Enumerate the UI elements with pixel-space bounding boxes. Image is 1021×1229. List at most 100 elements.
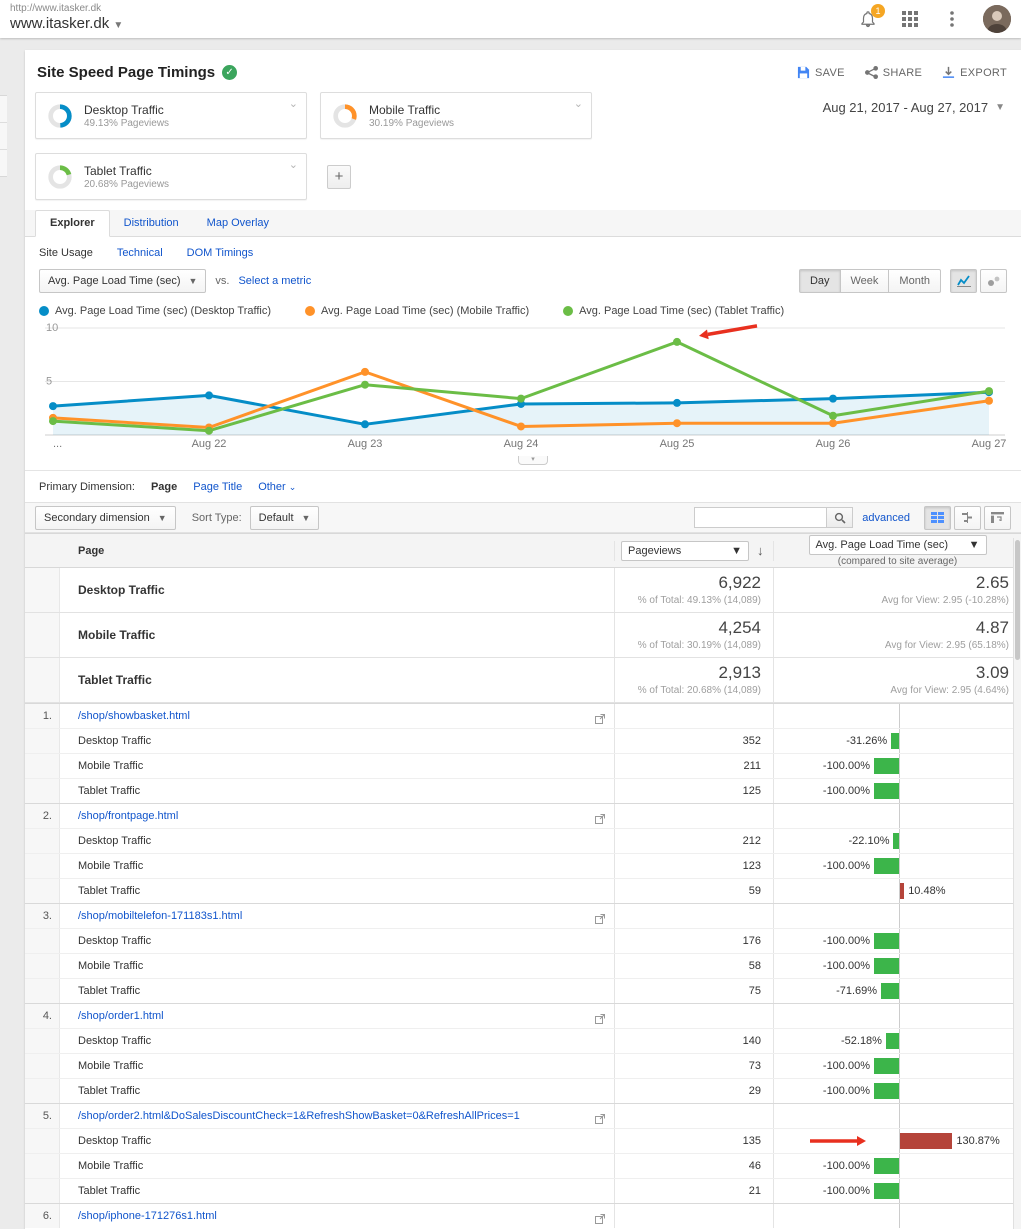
open-in-new-icon[interactable] [595, 911, 606, 929]
report-tabs: Explorer Distribution Map Overlay [25, 210, 1021, 237]
notification-badge: 1 [871, 4, 885, 18]
pivot-view-button[interactable] [984, 505, 1011, 530]
page-link[interactable]: /shop/iphone-171276s1.html [78, 1210, 217, 1222]
chevron-down-icon[interactable]: ⌄ [288, 98, 298, 110]
annotation-arrow-icon [810, 1136, 866, 1146]
tab-map-overlay[interactable]: Map Overlay [206, 217, 270, 229]
add-segment-button[interactable]: + [327, 164, 351, 189]
account-name-dropdown[interactable]: www.itasker.dk ▼ [10, 15, 124, 32]
segment-cell: Mobile Traffic [60, 1054, 614, 1078]
segment-card-tablet[interactable]: Tablet Traffic 20.68% Pageviews ⌄ [35, 153, 307, 200]
dimension-page-title[interactable]: Page Title [193, 481, 243, 493]
segment-name-cell: Desktop Traffic [60, 568, 614, 612]
granularity-week-button[interactable]: Week [840, 269, 890, 293]
segment-name: Mobile Traffic [369, 102, 441, 117]
sort-type-dropdown[interactable]: Default ▼ [249, 505, 320, 530]
page-link[interactable]: /shop/order1.html [78, 1010, 164, 1022]
account-switcher[interactable]: http://www.itasker.dk www.itasker.dk ▼ [0, 0, 1021, 32]
percent-label: -100.00% [822, 960, 870, 972]
comparison-bar [885, 1033, 899, 1049]
page-link[interactable]: /shop/frontpage.html [78, 810, 179, 822]
share-button[interactable]: SHARE [864, 66, 922, 79]
dimension-other[interactable]: Other ⌄ [258, 481, 297, 493]
apps-grid-icon[interactable] [899, 8, 921, 30]
motion-chart-view-button[interactable] [980, 269, 1007, 293]
chevron-down-icon[interactable]: ⌄ [573, 98, 583, 110]
comparison-view-icon [962, 512, 972, 523]
comparison-bar [874, 1083, 899, 1099]
comparison-view-button[interactable] [954, 505, 981, 530]
comparison-bar [881, 983, 899, 999]
pageviews-total: 4,254 [718, 618, 761, 637]
save-button[interactable]: SAVE [797, 66, 845, 79]
chevron-down-icon: ▼ [968, 538, 980, 551]
open-in-new-icon[interactable] [595, 1011, 606, 1029]
segment-card-mobile[interactable]: Mobile Traffic 30.19% Pageviews ⌄ [320, 92, 592, 139]
tab-explorer[interactable]: Explorer [35, 210, 110, 237]
comparison-bar [874, 858, 899, 874]
granularity-month-button[interactable]: Month [889, 269, 941, 293]
metric-cell: -100.00% [774, 779, 1021, 803]
bar-axis [899, 1154, 900, 1178]
kebab-menu-icon[interactable] [941, 8, 963, 30]
segment-cell: Mobile Traffic [60, 954, 614, 978]
table-row: 3. /shop/mobiltelefon-171183s1.html [25, 903, 1021, 928]
user-avatar[interactable] [983, 5, 1011, 33]
segment-name: Tablet Traffic [84, 163, 152, 178]
metric-cell: -100.00% [774, 954, 1021, 978]
segment-label: Mobile Traffic [78, 1060, 144, 1072]
metric-selector-dropdown[interactable]: Avg. Page Load Time (sec) ▼ [39, 269, 207, 293]
subtab-dom-timings[interactable]: DOM Timings [186, 247, 254, 259]
page-cell: /shop/mobiltelefon-171183s1.html [60, 904, 614, 928]
chevron-down-icon[interactable]: ⌄ [288, 159, 298, 171]
select-metric-link[interactable]: Select a metric [238, 275, 312, 287]
open-in-new-icon[interactable] [595, 1211, 606, 1229]
segment-label: Desktop Traffic [78, 935, 152, 947]
segment-cell: Desktop Traffic [60, 729, 614, 753]
notifications-bell-icon[interactable]: 1 [857, 4, 885, 30]
segment-label: Mobile Traffic [78, 960, 144, 972]
svg-text:Aug 24: Aug 24 [504, 438, 539, 450]
table-row: Mobile Traffic 46 -100.00% [25, 1153, 1021, 1178]
search-input[interactable] [694, 507, 827, 528]
collapsed-sidebar-edge[interactable] [0, 95, 7, 177]
date-range-picker[interactable]: Aug 21, 2017 - Aug 27, 2017 ▼ [823, 100, 1005, 115]
pageviews-metric-select[interactable]: Pageviews ▼ [621, 540, 749, 561]
open-in-new-icon[interactable] [595, 1111, 606, 1129]
line-chart-view-button[interactable] [950, 269, 977, 293]
export-button[interactable]: EXPORT [942, 66, 1007, 79]
subtab-site-usage[interactable]: Site Usage [39, 247, 93, 259]
table-row: Tablet Traffic 21 -100.00% [25, 1178, 1021, 1203]
vertical-scrollbar[interactable] [1013, 538, 1021, 1229]
page-link[interactable]: /shop/mobiltelefon-171183s1.html [78, 910, 243, 922]
segment-label: Tablet Traffic [78, 1085, 141, 1097]
sort-direction-icon[interactable]: ↓ [757, 543, 764, 558]
chart-plot-area: 5 10... Aug 22 Aug 23 Aug 24 Aug 25 Aug 26 Aug … [45, 319, 1021, 456]
secondary-dimension-dropdown[interactable]: Secondary dimension ▼ [35, 505, 176, 530]
dimension-page[interactable]: Page [150, 481, 178, 493]
row-number-cell [25, 1079, 60, 1103]
search-button[interactable] [826, 507, 854, 528]
subtab-technical[interactable]: Technical [116, 247, 163, 259]
percent-label: -100.00% [822, 785, 870, 797]
data-table-view-button[interactable] [924, 505, 951, 530]
chart-collapse-handle[interactable]: ▾ [518, 456, 548, 465]
advanced-search-link[interactable]: advanced [862, 511, 910, 524]
chevron-down-icon: ▼ [157, 512, 167, 523]
open-in-new-icon[interactable] [595, 711, 606, 729]
metric-cell [774, 904, 1021, 928]
granularity-day-button[interactable]: Day [798, 269, 841, 293]
metric-cell [774, 1104, 1021, 1128]
page-link[interactable]: /shop/order2.html&DoSalesDiscountCheck=1… [78, 1110, 520, 1122]
metric-column-select[interactable]: Avg. Page Load Time (sec) ▼ [808, 534, 987, 555]
open-in-new-icon[interactable] [595, 811, 606, 829]
tab-distribution[interactable]: Distribution [123, 217, 179, 229]
segment-card-desktop[interactable]: Desktop Traffic 49.13% Pageviews ⌄ [35, 92, 307, 139]
scrollbar-thumb[interactable] [1015, 540, 1020, 660]
table-row: Mobile Traffic 211 -100.00% [25, 753, 1021, 778]
pageviews-cell [614, 804, 774, 828]
table-header: Page Pageviews ▼ ↓ Avg. Page Load Time (… [25, 533, 1021, 568]
donut-icon [333, 103, 357, 128]
page-link[interactable]: /shop/showbasket.html [78, 710, 190, 722]
